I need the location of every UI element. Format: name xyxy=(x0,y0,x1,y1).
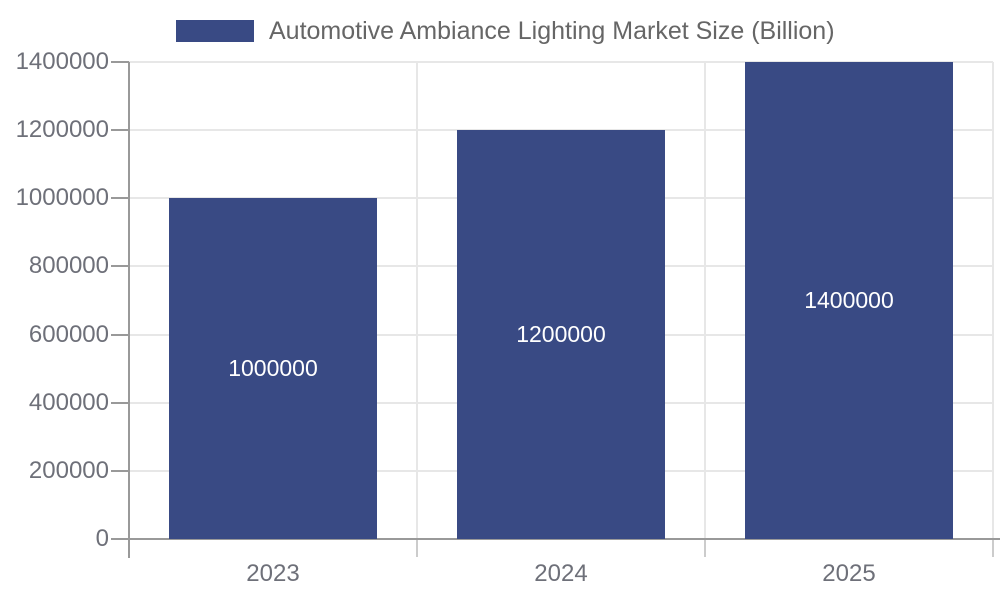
x-boundary-gridline xyxy=(992,62,994,539)
y-axis-tick-label: 1400000 xyxy=(15,48,109,75)
x-axis-line xyxy=(111,538,1000,540)
x-axis-category-label: 2025 xyxy=(822,560,876,587)
y-axis-tick-label: 1000000 xyxy=(15,184,109,212)
y-axis-tick xyxy=(111,333,129,336)
y-axis-tick xyxy=(111,265,129,268)
y-axis-tick xyxy=(111,129,129,132)
y-axis-tick-label: 600000 xyxy=(28,320,109,348)
x-axis-category-label: 2024 xyxy=(534,560,588,587)
bar-value-label: 1400000 xyxy=(804,287,894,313)
x-axis-tick xyxy=(992,539,994,557)
y-axis-tick-label: 400000 xyxy=(28,388,109,416)
y-axis-tick-label: 1200000 xyxy=(15,116,109,144)
y-axis-tick-label: 0 xyxy=(95,525,109,552)
bar[interactable]: 1000000 xyxy=(169,198,377,539)
bar-value-label: 1200000 xyxy=(516,321,606,348)
legend-swatch xyxy=(176,20,254,42)
bar[interactable]: 1200000 xyxy=(457,130,665,539)
y-axis-tick-label: 200000 xyxy=(28,456,109,484)
x-axis-category-label: 2023 xyxy=(246,560,300,587)
legend-item[interactable]: Automotive Ambiance Lighting Market Size… xyxy=(176,18,835,44)
y-axis-tick xyxy=(111,197,129,200)
y-axis-tick xyxy=(111,469,129,472)
x-boundary-gridline xyxy=(704,62,706,539)
y-axis-tick xyxy=(111,401,129,404)
x-axis-tick xyxy=(704,539,706,557)
bar-value-label: 1000000 xyxy=(228,355,318,382)
y-axis-tick xyxy=(111,61,129,63)
legend-label: Automotive Ambiance Lighting Market Size… xyxy=(269,17,835,45)
bar[interactable]: 1400000 xyxy=(745,62,953,539)
x-boundary-gridline xyxy=(416,62,418,539)
y-axis-line xyxy=(128,62,130,558)
y-gridline xyxy=(129,61,993,63)
x-axis-tick xyxy=(416,539,418,557)
y-axis-tick-label: 800000 xyxy=(28,252,109,280)
